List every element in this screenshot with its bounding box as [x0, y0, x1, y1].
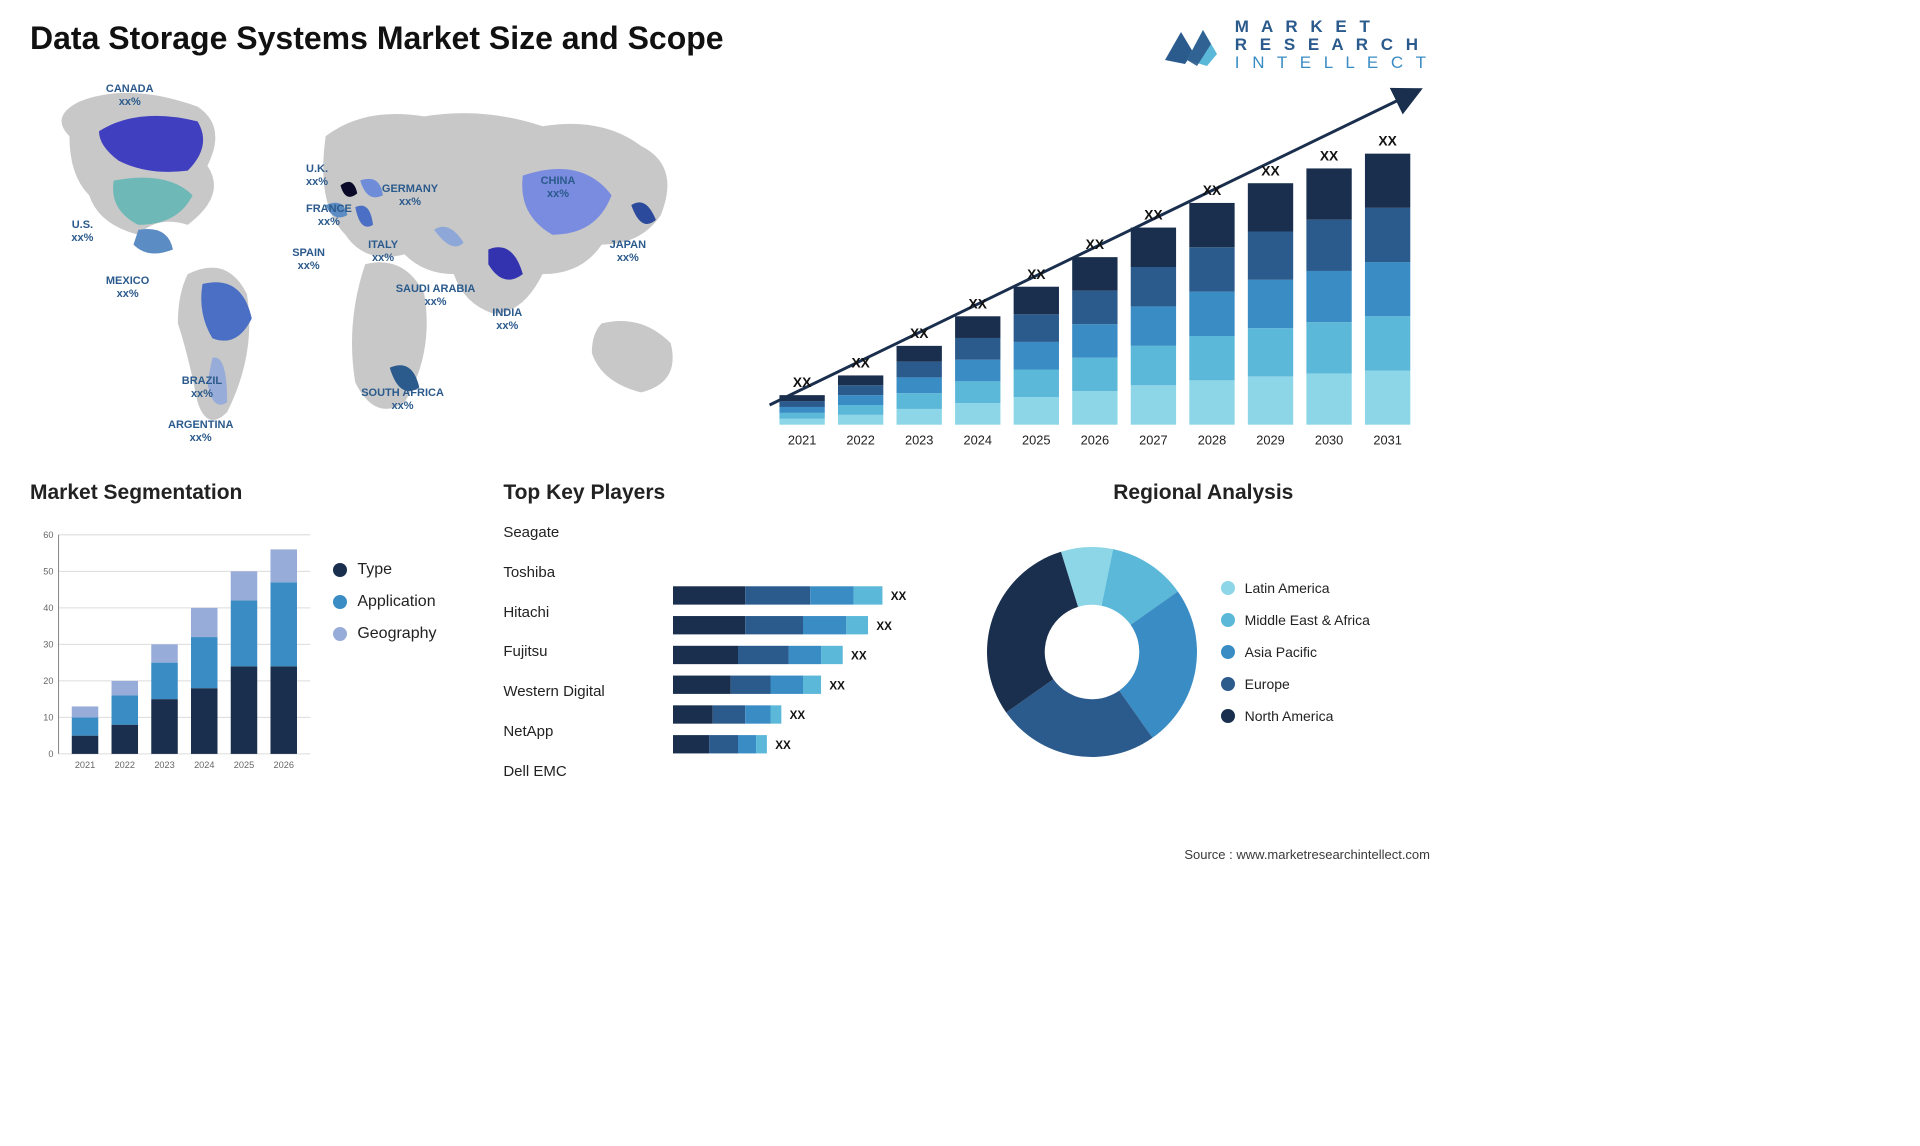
- regional-panel: Regional Analysis Latin America Middle Ea…: [977, 481, 1430, 791]
- svg-text:2028: 2028: [1198, 432, 1226, 447]
- players-title: Top Key Players: [503, 481, 956, 505]
- svg-text:XX: XX: [830, 679, 846, 692]
- logo-line1: M A R K E T: [1235, 18, 1430, 36]
- svg-text:20: 20: [43, 676, 53, 686]
- segmentation-chart: 0 10 20 30 40 50 60 2021 2022 2023 2024 2025 2026: [30, 513, 315, 791]
- country-label: JAPANxx%: [610, 239, 646, 264]
- svg-text:XX: XX: [851, 650, 867, 663]
- segmentation-panel: Market Segmentation 0 10 20 30 40 50 60 2021 202…: [30, 481, 483, 791]
- legend-item: Latin America: [1221, 580, 1430, 596]
- svg-text:2023: 2023: [905, 432, 933, 447]
- country-label: INDIAxx%: [492, 307, 522, 332]
- svg-text:2025: 2025: [234, 760, 254, 770]
- svg-text:XX: XX: [910, 326, 929, 341]
- svg-text:2022: 2022: [846, 432, 874, 447]
- svg-text:XX: XX: [851, 356, 870, 371]
- source-caption: Source : www.marketresearchintellect.com: [1184, 847, 1430, 862]
- svg-text:2024: 2024: [964, 432, 992, 447]
- country-label: U.K.xx%: [306, 163, 328, 188]
- country-label: CHINAxx%: [541, 175, 576, 200]
- svg-text:XX: XX: [776, 739, 792, 752]
- svg-text:XX: XX: [1378, 134, 1397, 149]
- svg-text:XX: XX: [969, 296, 988, 311]
- player-name: Toshiba: [503, 564, 653, 581]
- svg-text:10: 10: [43, 712, 53, 722]
- legend-item: Europe: [1221, 676, 1430, 692]
- players-chart: XX XX XX XX XX XX: [673, 513, 956, 791]
- svg-text:XX: XX: [790, 709, 806, 722]
- country-label: CANADAxx%: [106, 83, 154, 108]
- svg-text:XX: XX: [793, 375, 812, 390]
- player-name: Western Digital: [503, 683, 653, 700]
- country-label: SAUDI ARABIAxx%: [396, 283, 476, 308]
- legend-item: Application: [333, 593, 483, 611]
- segmentation-legend: Type Application Geography: [333, 513, 483, 791]
- world-map-region: CANADAxx% U.S.xx% MEXICOxx% BRAZILxx% ARGENT…: [30, 67, 720, 467]
- svg-text:2021: 2021: [75, 760, 95, 770]
- svg-text:XX: XX: [891, 590, 907, 603]
- svg-text:2025: 2025: [1022, 432, 1050, 447]
- svg-text:2021: 2021: [788, 432, 816, 447]
- svg-text:2023: 2023: [154, 760, 174, 770]
- country-label: SOUTH AFRICAxx%: [361, 387, 444, 412]
- country-label: ARGENTINAxx%: [168, 419, 233, 444]
- player-name: Dell EMC: [503, 763, 653, 780]
- legend-item: Type: [333, 561, 483, 579]
- svg-text:2022: 2022: [115, 760, 135, 770]
- svg-text:30: 30: [43, 639, 53, 649]
- player-name: Fujitsu: [503, 643, 653, 660]
- svg-text:XX: XX: [1261, 163, 1280, 178]
- svg-text:2029: 2029: [1256, 432, 1284, 447]
- svg-text:0: 0: [48, 749, 53, 759]
- player-name: NetApp: [503, 723, 653, 740]
- svg-text:2026: 2026: [1081, 432, 1109, 447]
- svg-text:2031: 2031: [1373, 432, 1401, 447]
- country-label: SPAINxx%: [292, 247, 325, 272]
- regional-legend: Latin America Middle East & Africa Asia Pa…: [1221, 580, 1430, 724]
- growth-chart: XX 2021 XX 2022 XX 2023 XX 2024 XX 2025 XX 2026 XX 20…: [740, 67, 1430, 467]
- player-name: Seagate: [503, 524, 653, 541]
- country-label: BRAZILxx%: [182, 375, 222, 400]
- svg-text:XX: XX: [877, 620, 893, 633]
- svg-text:50: 50: [43, 566, 53, 576]
- players-names-list: Seagate Toshiba Hitachi Fujitsu Western Digi…: [503, 513, 653, 791]
- legend-item: Asia Pacific: [1221, 644, 1430, 660]
- svg-text:XX: XX: [1027, 267, 1046, 282]
- regional-title: Regional Analysis: [977, 481, 1430, 505]
- legend-item: Geography: [333, 625, 483, 643]
- brand-logo: M A R K E T R E S E A R C H I N T E L L …: [1163, 18, 1430, 72]
- svg-text:XX: XX: [1086, 237, 1105, 252]
- svg-text:2026: 2026: [274, 760, 294, 770]
- svg-text:40: 40: [43, 603, 53, 613]
- logo-icon: [1163, 20, 1223, 70]
- svg-text:XX: XX: [1320, 149, 1339, 164]
- svg-text:2024: 2024: [194, 760, 214, 770]
- country-label: FRANCExx%: [306, 203, 352, 228]
- player-name: Hitachi: [503, 604, 653, 621]
- country-label: MEXICOxx%: [106, 275, 149, 300]
- svg-text:XX: XX: [1203, 183, 1222, 198]
- svg-text:XX: XX: [1144, 208, 1163, 223]
- country-label: ITALYxx%: [368, 239, 398, 264]
- regional-donut-chart: [977, 537, 1207, 767]
- logo-line2: R E S E A R C H: [1235, 36, 1430, 54]
- legend-item: Middle East & Africa: [1221, 612, 1430, 628]
- svg-text:2030: 2030: [1315, 432, 1343, 447]
- players-panel: Top Key Players Seagate Toshiba Hitachi Fuj…: [503, 481, 956, 791]
- country-label: GERMANYxx%: [382, 183, 438, 208]
- country-label: U.S.xx%: [71, 219, 93, 244]
- svg-text:2027: 2027: [1139, 432, 1167, 447]
- segmentation-title: Market Segmentation: [30, 481, 483, 505]
- svg-text:60: 60: [43, 530, 53, 540]
- legend-item: North America: [1221, 708, 1430, 724]
